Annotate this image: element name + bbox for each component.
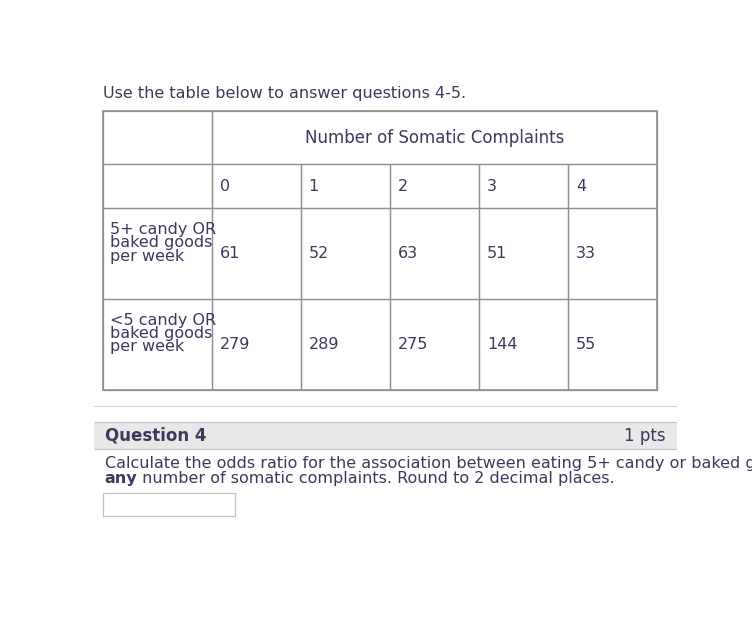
Text: 61: 61 — [220, 246, 240, 261]
Text: 51: 51 — [487, 246, 508, 261]
Text: number of somatic complaints. Round to 2 decimal places.: number of somatic complaints. Round to 2… — [138, 471, 615, 486]
Bar — [301, 300, 390, 390]
Text: 55: 55 — [576, 337, 596, 352]
Bar — [390, 209, 479, 300]
Text: 1: 1 — [308, 179, 319, 194]
Text: Calculate the odds ratio for the association between eating 5+ candy or baked go: Calculate the odds ratio for the associa… — [105, 456, 752, 470]
Text: Use the table below to answer questions 4-5.: Use the table below to answer questions … — [103, 86, 466, 101]
Text: 144: 144 — [487, 337, 517, 352]
Bar — [103, 493, 235, 516]
Text: 4: 4 — [576, 179, 586, 194]
Bar — [103, 300, 212, 390]
Bar — [479, 300, 569, 390]
Bar — [390, 300, 479, 390]
Text: 3: 3 — [487, 179, 497, 194]
Bar — [103, 111, 657, 390]
Bar — [103, 111, 212, 164]
Bar — [103, 164, 212, 209]
Text: <5 candy OR: <5 candy OR — [110, 313, 216, 328]
Bar — [569, 164, 657, 209]
Bar — [212, 300, 301, 390]
Text: baked goods: baked goods — [110, 326, 212, 341]
Bar — [212, 111, 657, 164]
Bar — [569, 300, 657, 390]
Text: 2: 2 — [398, 179, 408, 194]
Text: baked goods: baked goods — [110, 236, 212, 250]
Text: 0: 0 — [220, 179, 229, 194]
Bar — [301, 209, 390, 300]
Text: Number of Somatic Complaints: Number of Somatic Complaints — [305, 129, 564, 147]
Bar — [212, 164, 301, 209]
Text: 5+ candy OR: 5+ candy OR — [110, 222, 216, 237]
Text: per week: per week — [110, 339, 183, 355]
Bar — [569, 209, 657, 300]
Bar — [479, 209, 569, 300]
Bar — [301, 164, 390, 209]
Text: 289: 289 — [308, 337, 339, 352]
Text: 1 pts: 1 pts — [624, 427, 666, 445]
Text: Question 4: Question 4 — [105, 427, 206, 445]
Bar — [94, 422, 677, 449]
Bar — [212, 209, 301, 300]
Text: per week: per week — [110, 248, 183, 264]
Bar — [390, 164, 479, 209]
Text: 275: 275 — [398, 337, 428, 352]
Bar — [103, 209, 212, 300]
Text: 63: 63 — [398, 246, 418, 261]
Text: 52: 52 — [308, 246, 329, 261]
Text: 279: 279 — [220, 337, 250, 352]
Bar — [479, 164, 569, 209]
Text: 33: 33 — [576, 246, 596, 261]
Text: any: any — [105, 471, 138, 486]
